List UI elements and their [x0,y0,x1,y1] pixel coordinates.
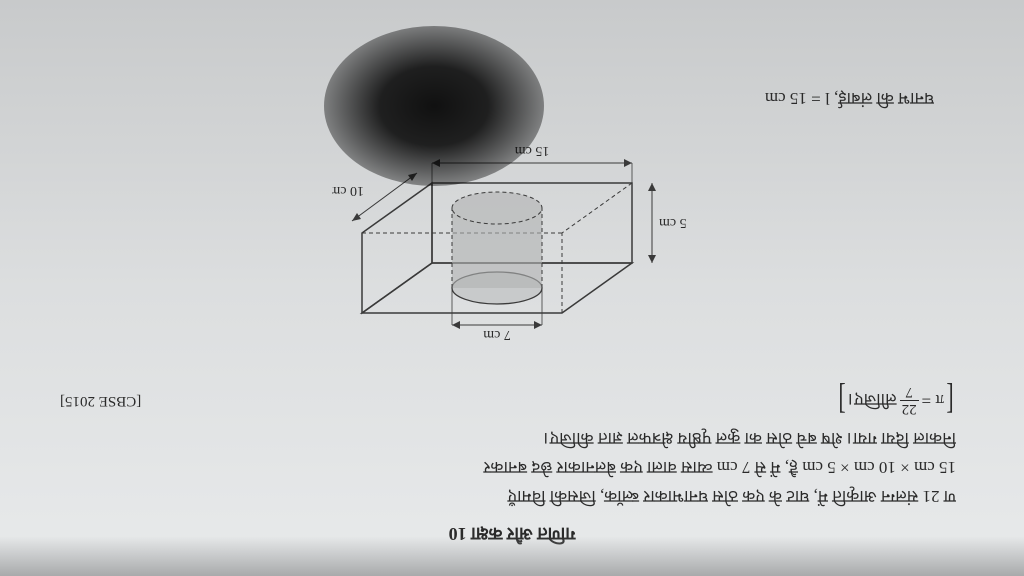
page-edge-shadow [0,536,1024,576]
cuboid-cylinder-diagram: 7 cm 5 cm 15 cm 10 cm [332,113,692,373]
textbook-page: गणित और कक्षा 10 ण 21 संलग्न आकृति में, … [0,0,1024,576]
question-line-1: ण 21 संलग्न आकृति में, घाट के एक ठोस घना… [60,481,964,510]
fraction-numerator: 22 [900,400,919,418]
diagram-container: 7 cm 5 cm 15 cm 10 cm [60,113,964,373]
fraction-denominator: 7 [903,383,915,400]
formula-row: [ π = 22 7 लीजिए। ] [CBSE 2015] [60,383,964,417]
pi-formula: [ π = 22 7 लीजिए। ] [836,383,956,417]
citation: [CBSE 2015] [60,392,141,409]
arrow-down-5cm [648,183,656,191]
label-7cm: 7 cm [483,327,511,342]
cylinder-body [452,192,542,288]
question-block: ण 21 संलग्न आकृति में, घाट के एक ठोस घना… [60,383,964,510]
arrow-right-7cm [452,321,460,329]
question-line-2: 15 cm × 10 cm × 5 cm है, में से 7 cm व्य… [60,452,964,481]
label-5cm: 5 cm [659,215,687,230]
arrow-back-10cm [352,213,361,221]
hidden-edge-left [562,183,632,233]
formula-prefix: π = [922,390,944,410]
label-15cm: 15 cm [515,143,550,158]
solution-start: घनाभ की लंबाई, l = 15 cm [60,88,964,111]
arrow-left-7cm [534,321,542,329]
arrow-up-5cm [648,255,656,263]
arrow-left-15cm [624,159,632,167]
label-10cm: 10 cm [332,183,364,198]
fraction: 22 7 [900,383,919,417]
cuboid-right-face [362,183,432,313]
formula-suffix: लीजिए। [848,389,897,412]
bracket-right-icon: ] [838,386,845,414]
bracket-left-icon: [ [946,386,953,414]
arrow-front-10cm [408,173,417,181]
arrow-right-15cm [432,159,440,167]
question-line-3: निकाल दिया गया। शेष बचे ठोस का कुल पृष्ठ… [60,423,964,452]
